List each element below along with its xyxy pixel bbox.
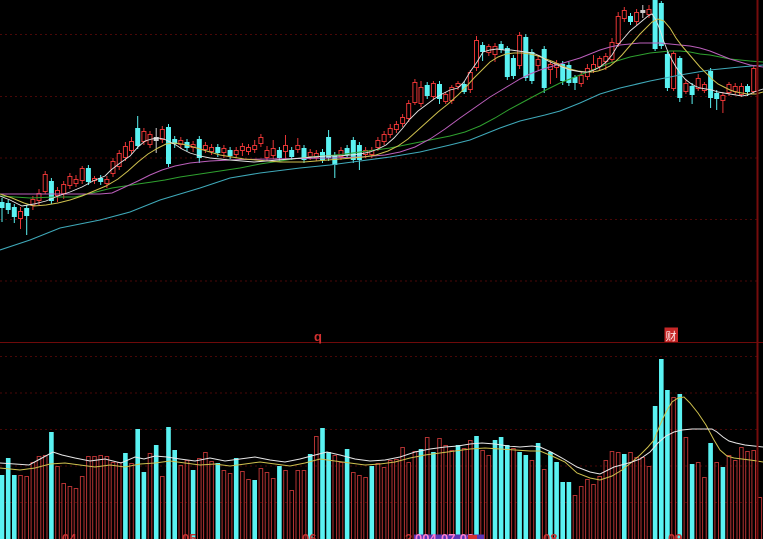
- svg-text:004-07-02: 004-07-02: [415, 531, 474, 539]
- svg-text:04: 04: [62, 531, 77, 539]
- svg-text:08: 08: [543, 531, 557, 539]
- svg-text:2: 2: [405, 531, 412, 539]
- svg-text:09: 09: [668, 531, 682, 539]
- svg-text:q: q: [314, 329, 322, 344]
- svg-text:06: 06: [302, 531, 316, 539]
- svg-text:财: 财: [666, 329, 677, 343]
- svg-text:05: 05: [182, 531, 196, 539]
